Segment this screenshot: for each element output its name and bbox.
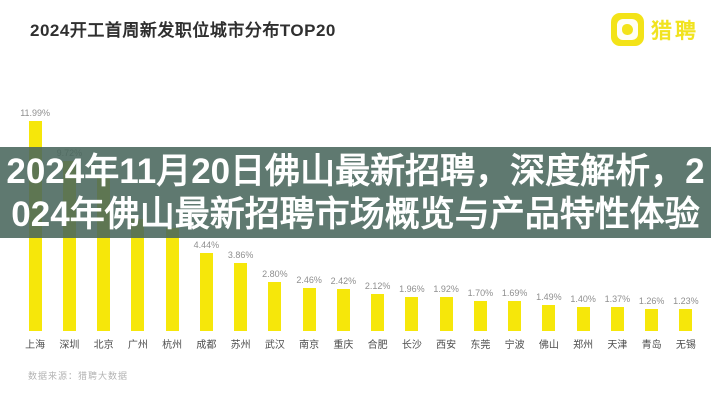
bar bbox=[165, 227, 179, 331]
x-axis-label: 合肥 bbox=[367, 340, 388, 351]
liepin-logo-icon bbox=[611, 13, 644, 46]
bar-value-label: 3.86% bbox=[227, 250, 254, 261]
bar-column: 2.12% 合肥 bbox=[361, 96, 395, 351]
x-axis-label: 宁波 bbox=[504, 340, 525, 351]
bar-value-label: 1.96% bbox=[399, 283, 425, 294]
caption-overlay: 2024年11月20日佛山最新招聘，深度解析，2 024年佛山最新招聘市场概览与… bbox=[0, 147, 711, 238]
bar-value-label: 2.42% bbox=[330, 275, 357, 286]
x-axis-label: 北京 bbox=[93, 340, 114, 351]
x-axis-label: 深圳 bbox=[59, 340, 80, 351]
bar-value-label: 1.70% bbox=[467, 288, 494, 299]
chart-title: 2024开工首周新发职位城市分布TOP20 bbox=[30, 21, 336, 40]
x-axis-label: 广州 bbox=[127, 340, 148, 351]
bar bbox=[542, 304, 556, 331]
x-axis-label: 苏州 bbox=[230, 340, 251, 351]
caption-line-1: 2024年11月20日佛山最新招聘，深度解析，2 bbox=[6, 151, 705, 191]
x-axis-label: 长沙 bbox=[401, 340, 422, 351]
x-axis-label: 佛山 bbox=[538, 340, 559, 351]
bar-column: 2.42% 重庆 bbox=[326, 96, 360, 351]
bar-column: 1.23% 无锡 bbox=[669, 96, 703, 351]
bar-column: 1.40% 郑州 bbox=[566, 96, 600, 352]
data-source-note: 数据来源：猎聘大数据 bbox=[28, 371, 129, 381]
bar bbox=[234, 263, 248, 331]
bar-value-label: 2.80% bbox=[262, 269, 288, 279]
bar bbox=[508, 301, 522, 331]
bar-value-label: 1.40% bbox=[570, 293, 596, 304]
caption-line-2: 024年佛山最新招聘市场概览与产品特性体验 bbox=[11, 194, 700, 234]
bar-value-label: 1.92% bbox=[433, 284, 459, 295]
x-axis-label: 西安 bbox=[436, 340, 457, 351]
bar-value-label: 4.44% bbox=[193, 240, 220, 251]
bar bbox=[302, 287, 316, 331]
bar bbox=[199, 253, 213, 331]
bar-column: 广州 bbox=[121, 96, 155, 351]
bar-column: 1.26% 青岛 bbox=[635, 96, 669, 351]
bar-value-label: 1.26% bbox=[638, 295, 665, 306]
bar bbox=[610, 307, 624, 331]
x-axis-label: 无锡 bbox=[675, 340, 696, 351]
bar-column: 1.49% 佛山 bbox=[532, 96, 566, 351]
bar-column: 1.37% 天津 bbox=[600, 96, 634, 351]
bar bbox=[679, 309, 693, 331]
bar-value-label: 2.12% bbox=[364, 280, 391, 291]
x-axis-label: 重庆 bbox=[333, 340, 354, 351]
x-axis-label: 南京 bbox=[299, 340, 320, 351]
bar bbox=[473, 301, 487, 331]
x-axis-label: 杭州 bbox=[162, 340, 183, 351]
bar bbox=[268, 282, 282, 331]
bar-column: 3.86% 苏州 bbox=[224, 96, 258, 351]
bar bbox=[645, 308, 659, 331]
x-axis-label: 成都 bbox=[196, 340, 217, 351]
x-axis-label: 青岛 bbox=[641, 340, 662, 351]
x-axis-label: 郑州 bbox=[573, 340, 594, 351]
bar-value-label: 1.23% bbox=[673, 296, 699, 307]
bar-value-label: 11.99% bbox=[20, 108, 51, 119]
bar-column: 1.70% 东莞 bbox=[463, 96, 497, 351]
bar-value-label: 2.46% bbox=[296, 274, 322, 285]
x-axis-label: 上海 bbox=[25, 340, 46, 351]
bar-value-label: 1.37% bbox=[604, 294, 631, 305]
bar-column: 1.69% 宁波 bbox=[498, 96, 532, 351]
bar-column: 杭州 bbox=[155, 96, 189, 351]
bar-column: 4.44% 成都 bbox=[189, 96, 223, 351]
bar-column: 1.96% 长沙 bbox=[395, 96, 429, 351]
bar-chart: 11.99%上海9.72%深圳8.94%北京广州杭州4.44%成都3.86%苏州… bbox=[18, 96, 703, 352]
bar bbox=[336, 288, 350, 331]
bar bbox=[131, 219, 145, 331]
bar-column: 1.92% 西安 bbox=[429, 96, 463, 351]
bar bbox=[405, 296, 419, 331]
x-axis-label: 武汉 bbox=[264, 340, 285, 351]
bar-column: 2.80% 武汉 bbox=[258, 96, 292, 351]
x-axis-label: 东莞 bbox=[470, 340, 491, 351]
bar bbox=[576, 306, 590, 331]
bar-column: 2.46% 南京 bbox=[292, 96, 326, 351]
bar bbox=[371, 293, 385, 331]
liepin-logo-text: 猎聘 bbox=[651, 19, 699, 43]
bar-value-label: 1.49% bbox=[536, 291, 562, 302]
x-axis-label: 天津 bbox=[607, 340, 628, 351]
liepin-logo-icon-inner bbox=[617, 19, 638, 40]
liepin-logo: 猎聘 bbox=[611, 13, 699, 46]
bar-value-label: 1.69% bbox=[501, 288, 528, 299]
bar bbox=[439, 297, 453, 331]
liepin-logo-blob bbox=[622, 24, 633, 35]
